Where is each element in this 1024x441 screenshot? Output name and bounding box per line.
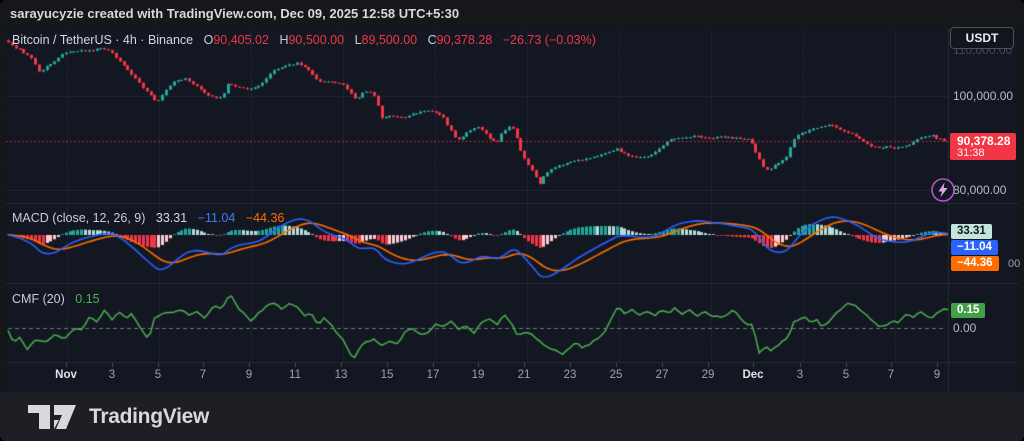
time-tick-label: 3 bbox=[796, 369, 804, 381]
time-tick-label: 29 bbox=[701, 369, 715, 381]
macd-scale-fragment: 00 bbox=[1008, 258, 1021, 270]
time-tick-label: 9 bbox=[933, 369, 941, 381]
time-tick-label: 9 bbox=[245, 369, 253, 381]
time-tick-label: 17 bbox=[426, 369, 440, 381]
price-scale-label-80000: 80,000.00 bbox=[953, 183, 1007, 197]
time-tick-label: 19 bbox=[471, 369, 485, 381]
cmf-value-badge: 0.15 bbox=[951, 303, 986, 318]
time-tick-label: 5 bbox=[154, 369, 162, 381]
macd-line-badge: −11.04 bbox=[951, 240, 998, 255]
time-tick-label: 27 bbox=[655, 369, 669, 381]
lightning-icon bbox=[931, 178, 955, 202]
cmf-title: CMF bbox=[12, 292, 40, 306]
macd-signal-value: −44.36 bbox=[245, 211, 285, 225]
time-tick-label: 5 bbox=[842, 369, 850, 381]
ohlc-close: C90,378.28 bbox=[427, 33, 493, 47]
macd-title: MACD bbox=[12, 211, 49, 225]
cmf-zero-label: 0.00 bbox=[953, 321, 977, 335]
symbol-legend: Bitcoin / TetherUS · 4h · Binance O90,40… bbox=[12, 33, 596, 47]
cmf-legend: CMF (20) 0.15 bbox=[12, 292, 100, 306]
footer-bar: TradingView bbox=[0, 392, 1024, 441]
macd-legend: MACD (close, 12, 26, 9) 33.31 −11.04 −44… bbox=[12, 211, 284, 225]
time-tick-label: Nov bbox=[55, 369, 77, 381]
tradingview-logo-icon[interactable] bbox=[28, 403, 78, 431]
time-tick-label: 7 bbox=[887, 369, 895, 381]
time-tick-label: 13 bbox=[334, 369, 348, 381]
ohlc-open: O90,405.02 bbox=[203, 33, 269, 47]
ohlc-high: H90,500.00 bbox=[279, 33, 345, 47]
currency-toggle-usdt[interactable]: USDT bbox=[950, 27, 1014, 49]
symbol-title: Bitcoin / TetherUS · 4h · Binance bbox=[12, 33, 194, 47]
cmf-params: (20) bbox=[42, 292, 65, 306]
macd-hist-value: 33.31 bbox=[155, 211, 188, 225]
time-tick-label: 25 bbox=[609, 369, 623, 381]
cmf-value: 0.15 bbox=[75, 292, 100, 306]
macd-hist-badge: 33.31 bbox=[951, 224, 992, 239]
ohlc-low: L89,500.00 bbox=[354, 33, 418, 47]
time-tick-label: 11 bbox=[289, 369, 301, 381]
time-tick-label: 23 bbox=[563, 369, 577, 381]
attribution-text: sarayucyzie created with TradingView.com… bbox=[10, 6, 460, 21]
change-value: −26.73 (−0.03%) bbox=[502, 33, 596, 47]
time-tick-label: 15 bbox=[380, 369, 394, 381]
brand-name[interactable]: TradingView bbox=[89, 404, 210, 428]
time-tick-label: 21 bbox=[517, 369, 531, 381]
time-tick-label: 3 bbox=[108, 369, 116, 381]
macd-signal-badge: −44.36 bbox=[951, 256, 999, 271]
time-tick-label: 7 bbox=[199, 369, 207, 381]
bar-countdown: 31:38 bbox=[957, 147, 985, 159]
boost-button[interactable] bbox=[930, 177, 956, 208]
last-price: 90,378.28 bbox=[957, 134, 1011, 148]
time-tick-label: Dec bbox=[742, 369, 764, 381]
time-axis[interactable]: Nov 3 5 7 9 11 13 15 17 19 21 23 25 27 29 Dec 3 5 7 9 bbox=[0, 369, 1024, 387]
macd-params: (close, 12, 26, 9) bbox=[52, 211, 146, 225]
price-scale-label-100000: 100,000.00 bbox=[953, 89, 1014, 103]
macd-line-value: −11.04 bbox=[197, 211, 236, 225]
last-price-badge: 90,378.28 31:38 bbox=[950, 133, 1016, 160]
